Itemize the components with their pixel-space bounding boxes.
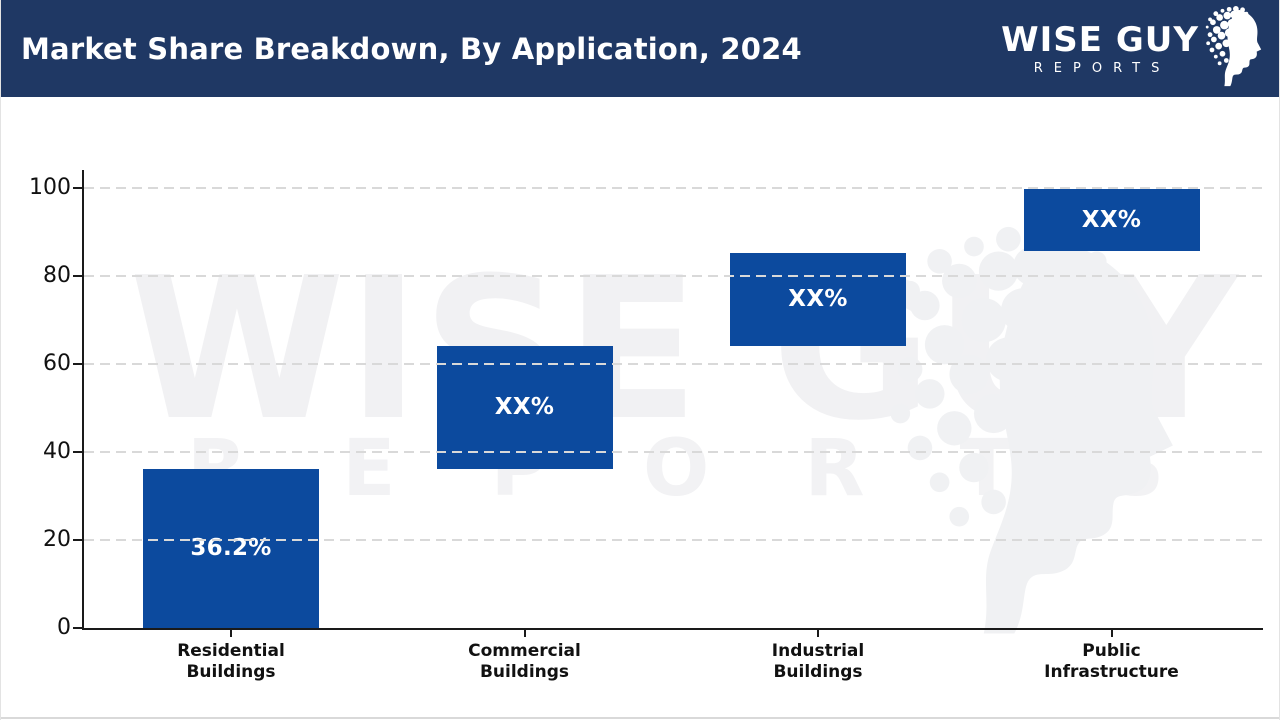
- y-tick-label-20: 20: [43, 527, 71, 552]
- y-tick-0: [73, 627, 82, 629]
- y-tick-label-100: 100: [29, 175, 71, 200]
- bar-segment-3: XX%: [730, 252, 906, 346]
- bottom-border: [1, 717, 1279, 719]
- bar-segment-1: 36.2%: [143, 468, 319, 628]
- gridline-40: [84, 451, 1263, 453]
- y-tick-20: [73, 539, 82, 541]
- bar-segment-4: XX%: [1023, 188, 1200, 252]
- brand-subtitle: REPORTS: [1033, 60, 1171, 76]
- brand-wordmark: WISE GUY: [1001, 19, 1199, 60]
- x-tick-1: [230, 630, 232, 637]
- y-tick-label-0: 0: [57, 615, 71, 640]
- gridline-60: [84, 363, 1263, 365]
- bar-value-label: XX%: [788, 286, 848, 313]
- x-tick-2: [523, 630, 526, 637]
- y-tick-60: [73, 363, 82, 365]
- bar-value-label: XX%: [1081, 207, 1142, 234]
- brand-face-icon: [1205, 5, 1262, 86]
- header-bar: Market Share Breakdown, By Application, …: [1, 0, 1279, 97]
- y-tick-label-60: 60: [43, 351, 71, 376]
- x-category-label: Commercial Buildings: [468, 641, 581, 683]
- y-tick-label-40: 40: [43, 439, 71, 464]
- chart-title: Market Share Breakdown, By Application, …: [21, 31, 802, 66]
- y-tick-100: [73, 187, 82, 189]
- gridline-100: [84, 187, 1263, 189]
- x-category-label: Residential Buildings: [177, 641, 285, 683]
- bar-value-label: XX%: [494, 394, 555, 421]
- y-tick-40: [73, 451, 82, 453]
- gridline-80: [84, 275, 1263, 277]
- y-tick-80: [73, 275, 82, 277]
- wise-guy-logo: WISE GUY REPORTS: [1001, 5, 1265, 92]
- x-tick-3: [817, 630, 819, 637]
- y-tick-label-80: 80: [43, 263, 71, 288]
- gridline-20: [84, 539, 1263, 541]
- bar-segment-2: XX%: [436, 345, 613, 469]
- plot-area: 36.2% XX% XX% XX%: [82, 170, 1263, 630]
